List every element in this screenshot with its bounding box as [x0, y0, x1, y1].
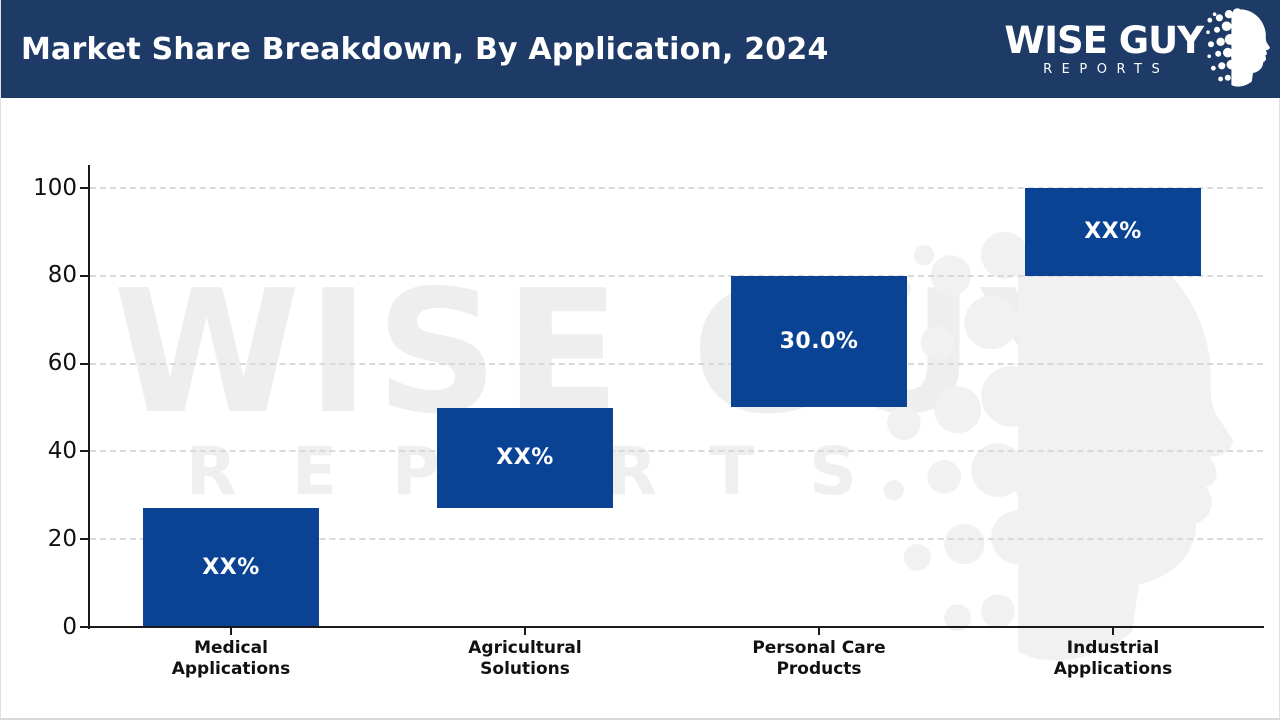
bar-value-label: XX% [496, 445, 554, 471]
y-tick-mark [80, 538, 88, 541]
bar: XX% [437, 407, 613, 509]
x-category-label: Agricultural Solutions [468, 638, 582, 679]
y-tick-mark [80, 450, 88, 453]
wiseguy-face-icon [1206, 8, 1270, 87]
x-axis-line [88, 626, 1264, 628]
x-tick-mark [1112, 628, 1114, 635]
bar: XX% [143, 508, 319, 627]
y-tick-mark [80, 362, 88, 365]
x-tick-mark [230, 628, 232, 635]
y-tick-mark [80, 274, 88, 277]
y-tick-label: 0 [62, 613, 77, 640]
bar-value-label: XX% [202, 555, 260, 581]
bar-value-label: 30.0% [779, 329, 859, 355]
y-tick-label: 20 [47, 525, 77, 552]
bar-value-label: XX% [1084, 219, 1142, 245]
x-category-label: Personal Care Products [752, 638, 886, 679]
logo-sub-text: REPORTS [1043, 61, 1170, 77]
x-tick-mark [818, 628, 820, 635]
bar: XX% [1025, 188, 1201, 276]
y-axis-line [88, 165, 90, 629]
y-tick-label: 80 [47, 262, 77, 289]
y-tick-label: 60 [47, 350, 77, 377]
gridline [90, 362, 1263, 365]
brand-logo: WISE GUY REPORTS [1004, 0, 1271, 98]
brand-logo-text: WISE GUY REPORTS [1004, 18, 1204, 77]
bar: 30.0% [731, 275, 907, 408]
header-bar: Market Share Breakdown, By Application, … [1, 0, 1280, 98]
gridline [90, 450, 1263, 453]
chart-title: Market Share Breakdown, By Application, … [21, 31, 829, 67]
y-tick-mark [80, 187, 88, 189]
x-category-label: Medical Applications [171, 638, 291, 679]
y-tick-label: 40 [47, 437, 77, 464]
gridline [90, 187, 1263, 189]
x-tick-mark [524, 628, 526, 635]
y-tick-label: 100 [33, 174, 77, 201]
x-category-label: Industrial Applications [1053, 638, 1173, 679]
logo-brand-text: WISE GUY [1004, 18, 1204, 62]
gridline [90, 274, 1263, 277]
y-tick-mark [80, 626, 88, 628]
gridline [90, 538, 1263, 541]
